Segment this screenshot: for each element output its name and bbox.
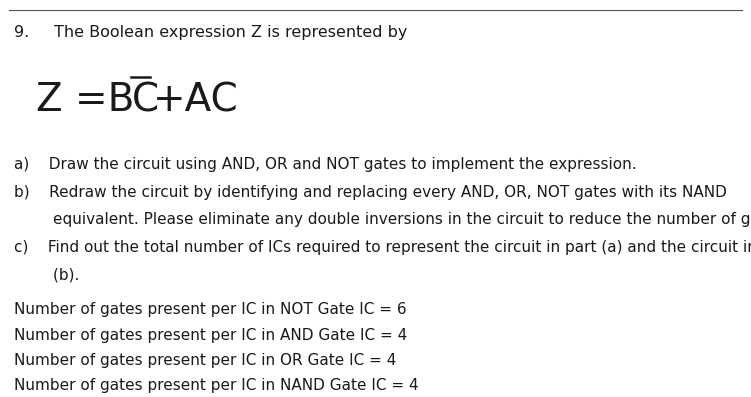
Text: Z =B: Z =B <box>36 81 134 119</box>
Text: Number of gates present per IC in NOT Gate IC = 6: Number of gates present per IC in NOT Ga… <box>14 302 406 317</box>
Text: +AC: +AC <box>152 81 238 119</box>
Text: 9.: 9. <box>14 25 29 40</box>
Text: The Boolean expression Z is represented by: The Boolean expression Z is represented … <box>54 25 408 40</box>
Text: c)    Find out the total number of ICs required to represent the circuit in part: c) Find out the total number of ICs requ… <box>14 240 751 255</box>
Text: Number of gates present per IC in AND Gate IC = 4: Number of gates present per IC in AND Ga… <box>14 328 407 343</box>
Text: equivalent. Please eliminate any double inversions in the circuit to reduce the : equivalent. Please eliminate any double … <box>14 212 751 227</box>
Text: Number of gates present per IC in OR Gate IC = 4: Number of gates present per IC in OR Gat… <box>14 353 396 368</box>
Text: Number of gates present per IC in NAND Gate IC = 4: Number of gates present per IC in NAND G… <box>14 378 418 393</box>
Text: C: C <box>131 81 158 119</box>
Text: a)    Draw the circuit using AND, OR and NOT gates to implement the expression.: a) Draw the circuit using AND, OR and NO… <box>14 157 636 172</box>
Text: (b).: (b). <box>14 268 79 283</box>
Text: b)    Redraw the circuit by identifying and replacing every AND, OR, NOT gates w: b) Redraw the circuit by identifying and… <box>14 185 726 200</box>
